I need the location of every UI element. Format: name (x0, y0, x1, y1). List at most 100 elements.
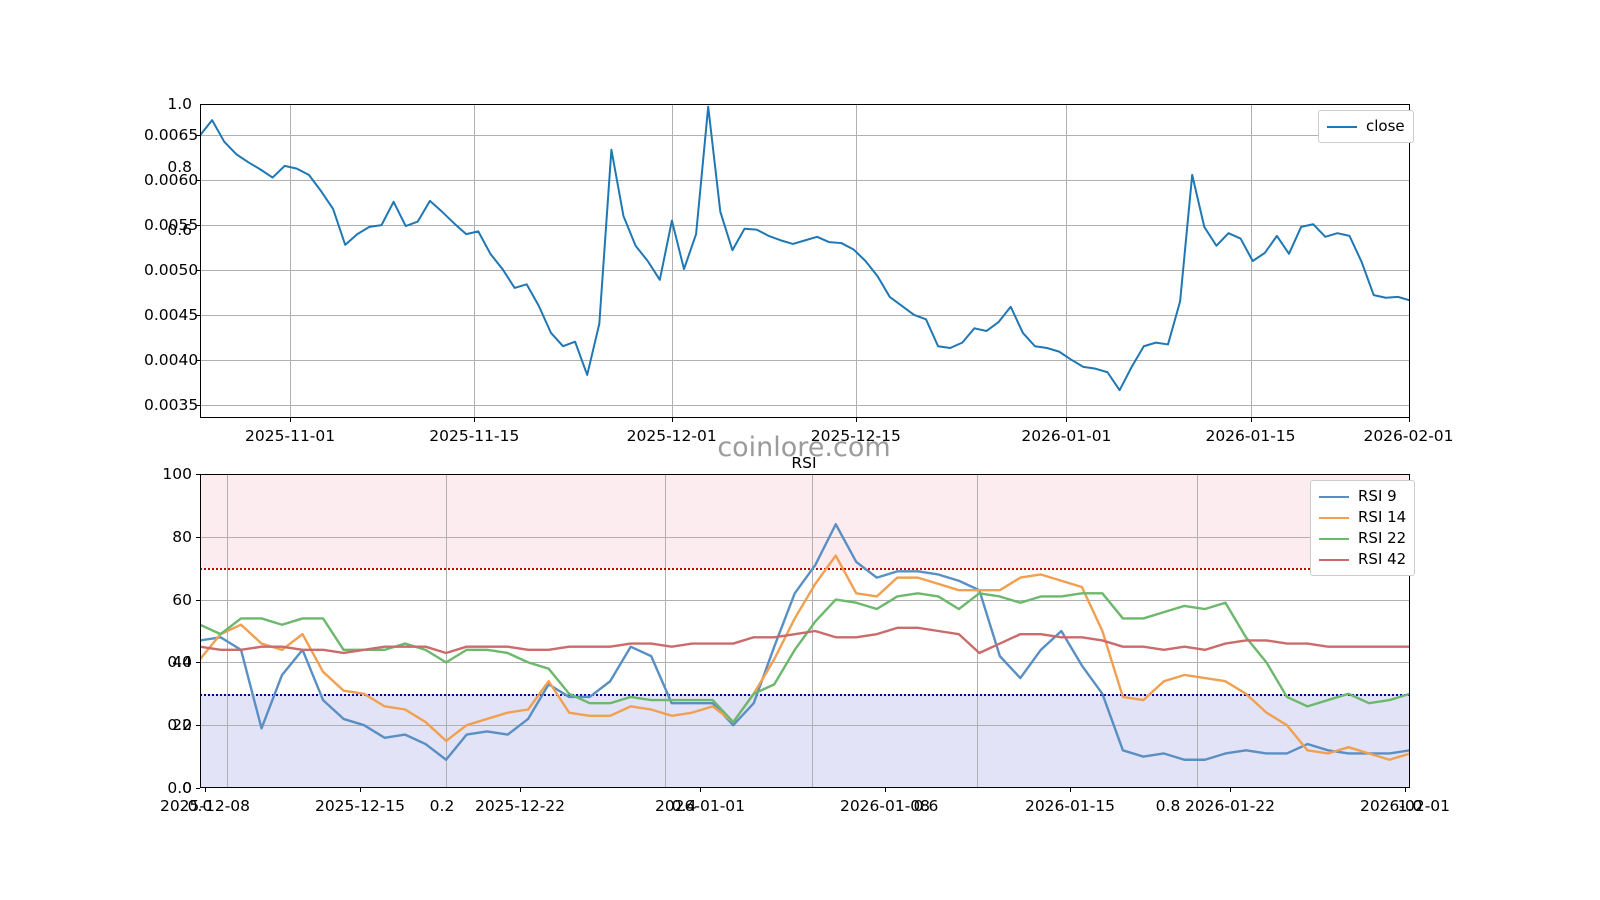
price-gridline-h (200, 404, 1410, 406)
rsi-legend-label: RSI 22 (1358, 529, 1407, 547)
rsi-secondary-ytick-label: 0.2 (167, 716, 192, 735)
price-ytick (196, 359, 200, 361)
rsi-ytick (196, 788, 200, 789)
price-xtick-label: 2026-02-01 (1363, 427, 1454, 445)
rsi-secondary-xtick-label: 0.2 (429, 797, 455, 815)
price-gridline-h (200, 270, 1410, 271)
rsi-gridline-h (200, 725, 1410, 727)
price-xtick (474, 418, 476, 422)
rsi-legend-item[interactable]: RSI 9 (1319, 486, 1406, 507)
rsi-oversold-line (200, 693, 1410, 696)
rsi-overbought-band (200, 474, 1410, 569)
rsi-secondary-xtick-label: 0.8 (1155, 797, 1181, 815)
price-ytick-label: 0.0045 (144, 305, 199, 324)
rsi-secondary-ytick-label: 0.4 (167, 653, 192, 672)
price-plot-area (200, 104, 1410, 418)
rsi-ytick-label: 80 (172, 527, 192, 546)
rsi-line-rsi-22 (200, 593, 1410, 722)
rsi-plot-area (200, 474, 1410, 788)
rsi-secondary-xtick-label: 0.4 (671, 797, 697, 815)
rsi-ytick-label: 60 (172, 590, 192, 609)
rsi-secondary-xtick-label: 0.6 (913, 797, 939, 815)
rsi-xtick (360, 788, 361, 792)
rsi-series-group (200, 474, 1410, 788)
price-ytick-label: 0.0035 (144, 395, 199, 414)
rsi-line-rsi-14 (200, 556, 1410, 760)
price-legend[interactable]: close (1318, 110, 1414, 143)
price-legend-label: close (1366, 117, 1405, 135)
price-ytick-label: 0.0065 (144, 126, 199, 145)
rsi-xtick-label: 2026-01-08 (839, 797, 931, 815)
price-xtick-label: 2026-01-01 (1021, 427, 1112, 445)
rsi-ytick (196, 536, 200, 538)
watermark: coinlore.com (717, 432, 891, 463)
rsi-gridline-h (200, 536, 1410, 538)
legend-line-swatch (1319, 558, 1349, 561)
rsi-legend-label: RSI 42 (1358, 550, 1407, 568)
rsi-ytick-label: 20 (172, 716, 192, 735)
rsi-xtick (1070, 788, 1071, 792)
price-xtick-label: 2025-12-15 (810, 427, 901, 445)
price-xtick-label: 2026-01-15 (1205, 427, 1296, 445)
price-gridline-v (474, 104, 476, 418)
rsi-legend-label: RSI 14 (1358, 508, 1407, 526)
price-ytick (196, 135, 200, 137)
rsi-xtick (1405, 788, 1406, 792)
rsi-xtick-label: 2025-12-08 (159, 797, 251, 815)
price-legend-item[interactable]: close (1327, 116, 1405, 137)
price-ytick (196, 270, 200, 271)
rsi-overbought-line (200, 568, 1410, 571)
rsi-xtick (1230, 788, 1231, 792)
rsi-chart-axes[interactable] (196, 474, 1410, 792)
price-secondary-ytick-label: 0.6 (167, 220, 192, 239)
price-gridline-h (200, 359, 1410, 361)
rsi-xtick-label: 2026-01-15 (1024, 797, 1116, 815)
legend-line-swatch (1319, 495, 1349, 498)
rsi-xtick (520, 788, 521, 792)
rsi-chart-title: RSI (791, 454, 817, 472)
price-gridline-v (1066, 104, 1068, 418)
price-xtick (671, 418, 673, 422)
price-xtick-label: 2025-12-01 (626, 427, 717, 445)
price-ytick (196, 225, 200, 227)
price-xtick (1408, 418, 1410, 422)
price-gridline-v (671, 104, 673, 418)
price-secondary-ytick-label: 1.0 (167, 95, 192, 113)
rsi-secondary-xtick-label: 0.0 (187, 797, 213, 815)
rsi-secondary-xtick-label: 1.0 (1397, 797, 1423, 815)
rsi-secondary-ytick-label: 0.0 (167, 779, 192, 797)
rsi-xtick-label: 2026-02-01 (1359, 797, 1451, 815)
price-xtick (855, 418, 857, 422)
rsi-xtick-label: 2026-01-01 (654, 797, 746, 815)
rsi-xtick (885, 788, 886, 792)
price-ytick-label: 0.0040 (144, 350, 199, 369)
price-ytick (196, 314, 200, 316)
price-gridline-h (200, 225, 1410, 227)
rsi-gridline-h (200, 662, 1410, 664)
rsi-legend-item[interactable]: RSI 42 (1319, 549, 1406, 570)
rsi-ytick (196, 599, 200, 601)
rsi-xtick-label: 2025-12-15 (314, 797, 406, 815)
rsi-xtick-label: 2025-12-22 (474, 797, 566, 815)
rsi-gridline-v (976, 474, 978, 788)
rsi-legend-item[interactable]: RSI 14 (1319, 507, 1406, 528)
price-chart-axes[interactable] (196, 104, 1410, 422)
price-line-close (200, 107, 1410, 391)
price-xtick-label: 2025-11-01 (245, 427, 336, 445)
price-gridline-v (290, 104, 292, 418)
rsi-legend-label: RSI 9 (1358, 487, 1397, 505)
price-ytick-label: 0.0055 (144, 216, 199, 235)
rsi-ytick-label: 100 (162, 465, 192, 483)
price-xtick (1250, 418, 1252, 422)
price-gridline-h (200, 135, 1410, 137)
rsi-legend[interactable]: RSI 9 RSI 14 RSI 22 RSI 42 (1310, 480, 1416, 576)
rsi-gridline-v (664, 474, 666, 788)
rsi-xtick (700, 788, 701, 792)
rsi-legend-item[interactable]: RSI 22 (1319, 528, 1406, 549)
rsi-line-rsi-42 (200, 628, 1410, 653)
rsi-xtick-label: 2026-01-22 (1184, 797, 1276, 815)
price-ytick (196, 180, 200, 182)
price-ytick-label: 0.0060 (144, 171, 199, 190)
rsi-gridline-v (445, 474, 447, 788)
